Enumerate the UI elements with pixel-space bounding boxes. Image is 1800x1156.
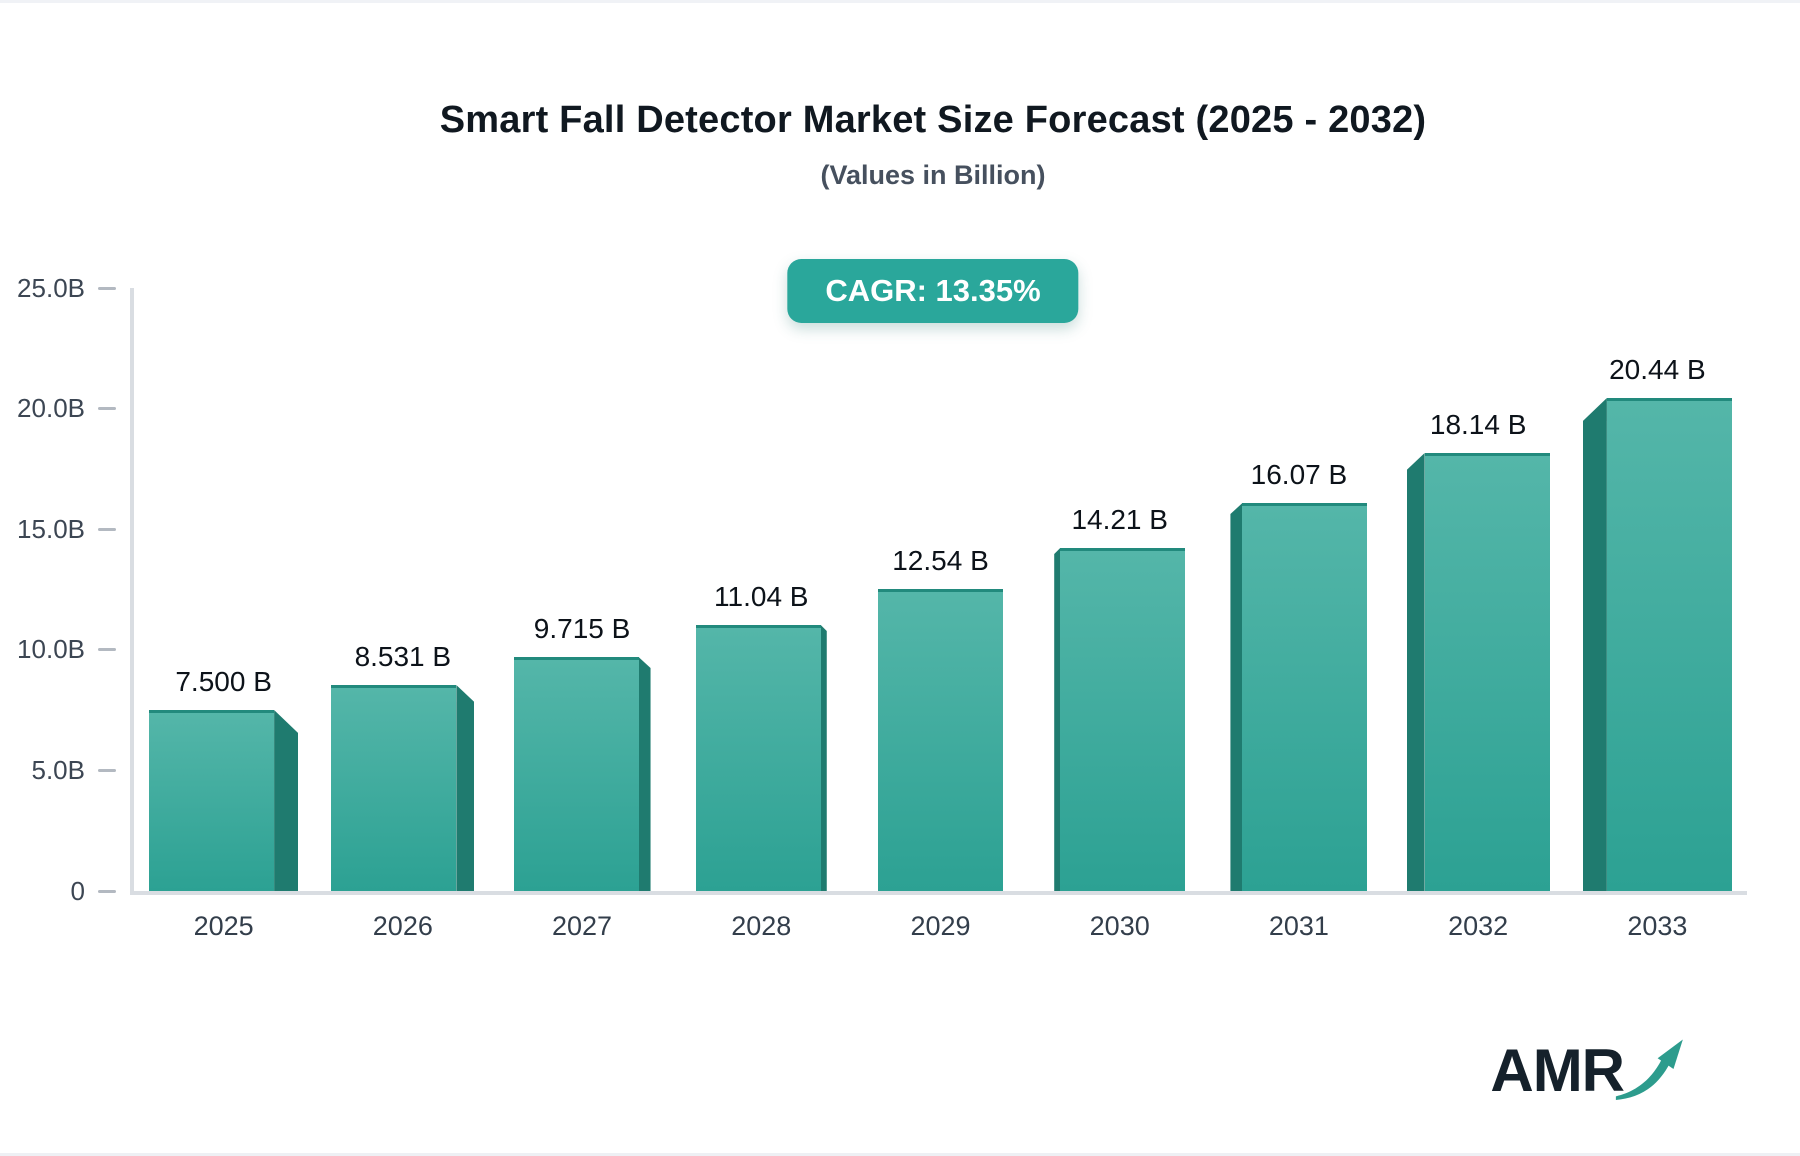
y-tick-mark bbox=[98, 768, 116, 772]
growth-arrow-icon bbox=[1615, 1039, 1683, 1100]
bar-value-label: 20.44 B bbox=[1609, 354, 1706, 385]
bar-2031: 16.07 B bbox=[1230, 459, 1368, 891]
y-tick: 15.0B bbox=[4, 514, 116, 544]
bar-face bbox=[877, 589, 1003, 891]
y-tick-mark bbox=[98, 527, 116, 531]
bar-2027: 9.715 B bbox=[513, 613, 651, 891]
y-tick: 5.0B bbox=[4, 755, 116, 785]
x-axis-label-2026: 2026 bbox=[372, 911, 433, 941]
y-tick-mark bbox=[98, 286, 116, 290]
bar-value-label: 8.531 B bbox=[354, 641, 452, 672]
y-tick: 25.0B bbox=[4, 273, 116, 303]
bar-face bbox=[331, 685, 457, 891]
bar-value-label: 16.07 B bbox=[1250, 459, 1348, 490]
y-axis-line bbox=[130, 288, 134, 891]
x-axis-label-2032: 2032 bbox=[1448, 911, 1509, 941]
x-axis-label-2025: 2025 bbox=[193, 911, 254, 941]
bar-side-panel bbox=[1230, 503, 1243, 891]
bar-2025: 7.500 B bbox=[149, 666, 299, 891]
y-tick-label: 15.0B bbox=[17, 513, 85, 544]
x-axis-label-2028: 2028 bbox=[731, 911, 792, 941]
y-tick-mark bbox=[98, 889, 116, 893]
y-tick-mark bbox=[98, 407, 116, 411]
y-tick-label: 20.0B bbox=[17, 393, 85, 424]
y-tick-label: 5.0B bbox=[31, 754, 86, 785]
bar-slot-2029: 12.54 B bbox=[851, 288, 1030, 891]
bar-side-panel bbox=[638, 657, 651, 891]
y-tick-label: 25.0B bbox=[17, 272, 85, 303]
x-axis-label-2027: 2027 bbox=[552, 911, 613, 941]
amr-logo: AMR bbox=[1490, 1037, 1688, 1105]
bar-face bbox=[695, 625, 821, 891]
bar-2028: 11.04 B bbox=[695, 581, 827, 891]
bar-value-label: 11.04 B bbox=[714, 581, 809, 612]
amr-logo-text: AMR bbox=[1490, 1037, 1625, 1104]
bar-slot-2032: 18.14 B bbox=[1389, 288, 1568, 891]
bar-slot-2031: 16.07 B bbox=[1209, 288, 1388, 891]
bar-slot-2028: 11.04 B bbox=[672, 288, 851, 891]
bar-slot-2026: 8.531 B bbox=[313, 288, 492, 891]
bar-slot-2033: 20.44 B bbox=[1568, 288, 1747, 891]
y-tick-label: 0 bbox=[70, 875, 85, 906]
bar-2029: 12.54 B bbox=[877, 545, 1003, 891]
bar-side-panel bbox=[1406, 453, 1425, 891]
x-axis-label-2030: 2030 bbox=[1089, 911, 1150, 941]
chart-title: Smart Fall Detector Market Size Forecast… bbox=[439, 99, 1427, 141]
bar-side-panel bbox=[274, 710, 299, 891]
bar-slot-2025: 7.500 B bbox=[134, 288, 313, 891]
bar-value-label: 18.14 B bbox=[1429, 409, 1527, 440]
bar-value-label: 7.500 B bbox=[175, 666, 272, 697]
bar-side-panel bbox=[1054, 548, 1061, 891]
bar-face bbox=[1606, 398, 1732, 891]
bar-chart-plot: 25.0B 20.0B 15.0B 10.0B 5.0B 0 7.500 B 8.531 B… bbox=[17, 273, 1747, 941]
bar-value-label: 9.715 B bbox=[533, 613, 631, 644]
bar-2033: 20.44 B bbox=[1582, 354, 1732, 891]
chart-header: Smart Fall Detector Market Size Forecast… bbox=[66, 3, 1800, 323]
chart-subtitle: (Values in Billion) bbox=[820, 160, 1046, 190]
bar-2032: 18.14 B bbox=[1406, 409, 1550, 891]
x-axis-label-2031: 2031 bbox=[1268, 911, 1329, 941]
bar-side-panel bbox=[820, 625, 827, 891]
bar-value-label: 12.54 B bbox=[892, 545, 989, 576]
bar-2030: 14.21 B bbox=[1054, 504, 1186, 891]
bar-slot-2027: 9.715 B bbox=[492, 288, 671, 891]
bars-area: 7.500 B 8.531 B 9.715 B 11.04 B 12.54 B 14.21… bbox=[134, 288, 1747, 891]
y-tick-mark bbox=[98, 648, 116, 652]
bar-side-panel bbox=[1582, 398, 1607, 891]
y-tick: 0 bbox=[4, 876, 116, 906]
x-axis-label-2029: 2029 bbox=[910, 911, 971, 941]
bar-face bbox=[149, 710, 275, 891]
x-axis-label-2033: 2033 bbox=[1627, 911, 1688, 941]
bar-slot-2030: 14.21 B bbox=[1030, 288, 1209, 891]
x-axis-line bbox=[130, 891, 1747, 895]
bar-face bbox=[1242, 503, 1368, 891]
y-tick-label: 10.0B bbox=[17, 634, 85, 665]
bar-side-panel bbox=[456, 685, 475, 891]
y-tick: 20.0B bbox=[4, 393, 116, 424]
bar-face bbox=[1424, 453, 1550, 891]
cagr-badge: CAGR: 13.35% bbox=[787, 259, 1079, 323]
bar-value-label: 14.21 B bbox=[1071, 504, 1168, 535]
x-axis-labels: 2025 2026 2027 2028 2029 2030 2031 2032 2033 bbox=[134, 911, 1747, 942]
bar-2026: 8.531 B bbox=[331, 641, 475, 891]
bar-face bbox=[1060, 548, 1186, 891]
bar-face bbox=[513, 657, 639, 891]
y-tick: 10.0B bbox=[4, 634, 116, 665]
